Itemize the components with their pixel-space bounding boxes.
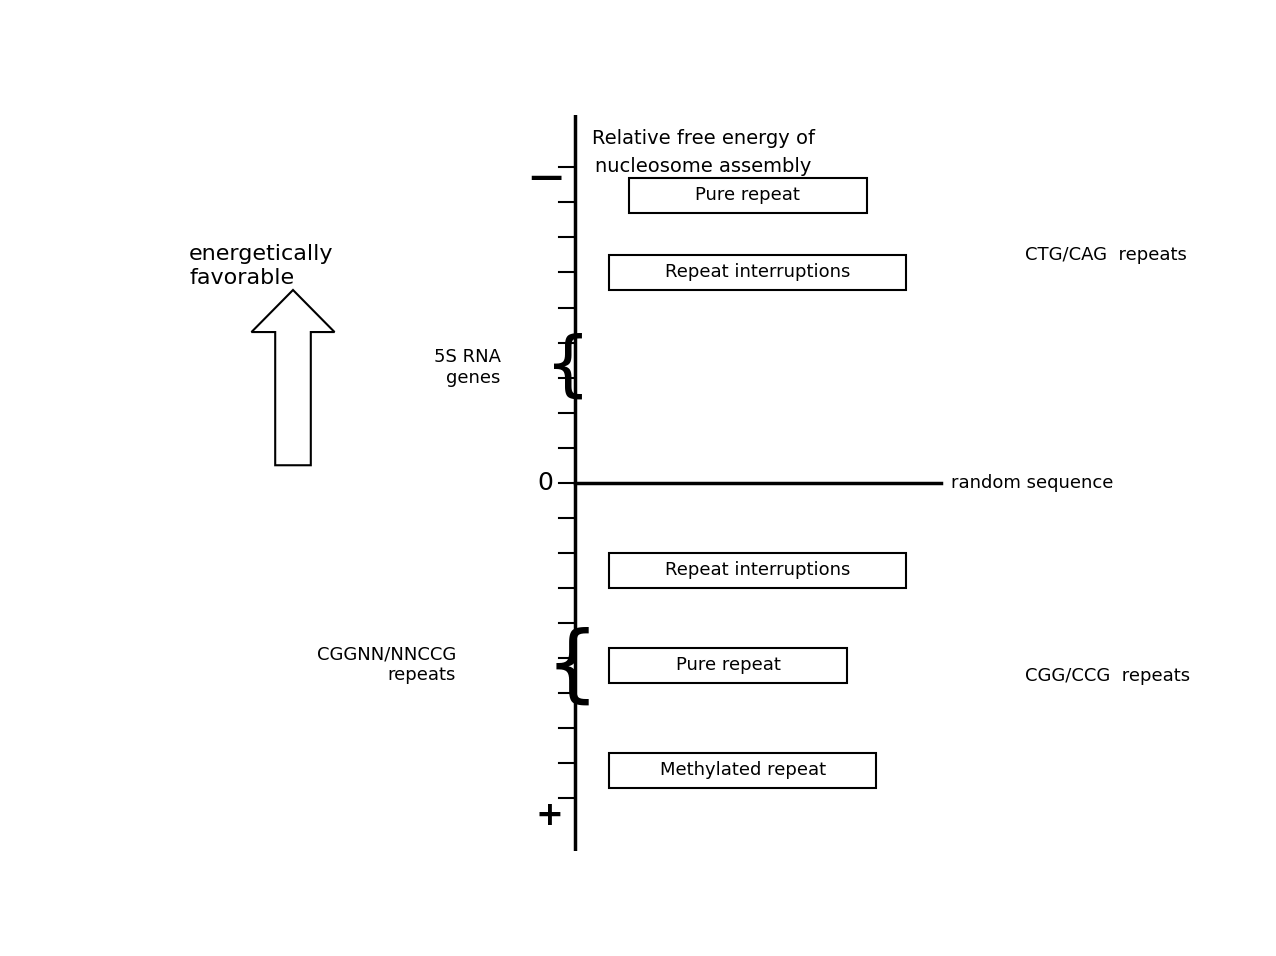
Text: Repeat interruptions: Repeat interruptions (665, 264, 851, 281)
Text: random sequence: random sequence (951, 474, 1113, 491)
Bar (610, 752, 877, 788)
Text: nucleosome assembly: nucleosome assembly (595, 157, 812, 176)
Text: 5S RNA
genes: 5S RNA genes (434, 348, 500, 386)
Text: {: { (545, 333, 591, 402)
Text: energetically
favorable: energetically favorable (189, 245, 333, 288)
Text: Pure repeat: Pure repeat (695, 186, 800, 205)
Text: 0: 0 (537, 470, 553, 495)
Polygon shape (251, 290, 334, 466)
Text: Relative free energy of: Relative free energy of (592, 129, 815, 148)
Bar (629, 178, 866, 213)
Bar (610, 255, 906, 290)
Text: Repeat interruptions: Repeat interruptions (665, 561, 851, 579)
Text: Pure repeat: Pure repeat (676, 656, 781, 674)
Bar (610, 647, 847, 683)
Text: CTG/CAG  repeats: CTG/CAG repeats (1025, 246, 1187, 264)
Text: —: — (530, 162, 563, 194)
Text: +: + (535, 799, 563, 833)
Text: CGG/CCG  repeats: CGG/CCG repeats (1025, 666, 1191, 684)
Text: Methylated repeat: Methylated repeat (660, 761, 826, 779)
Text: {: { (545, 626, 598, 707)
Bar (610, 553, 906, 588)
Text: CGGNN/NNCCG
repeats: CGGNN/NNCCG repeats (316, 645, 457, 684)
